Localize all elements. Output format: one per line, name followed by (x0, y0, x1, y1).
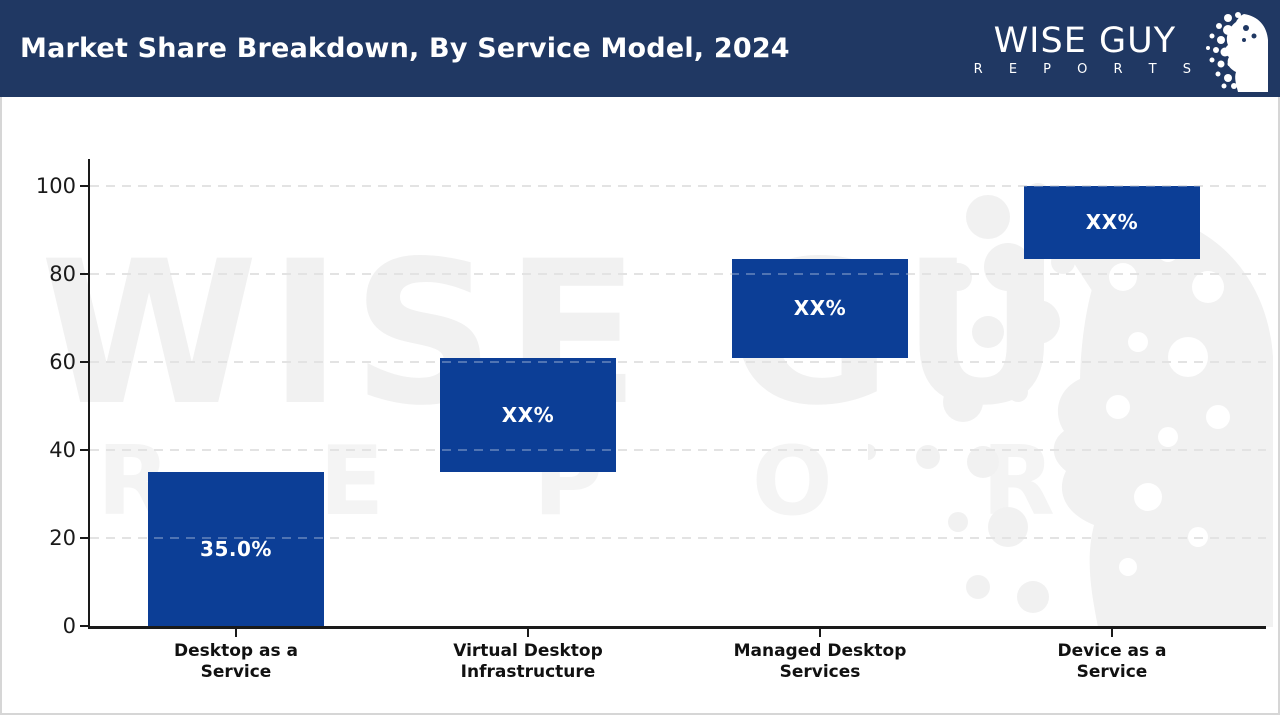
page-title: Market Share Breakdown, By Service Model… (20, 33, 790, 64)
x-tick-3 (1111, 629, 1113, 637)
logo-head-icon (1206, 12, 1268, 92)
x-category-label-0: Desktop as a Service (174, 641, 298, 682)
brand-logo: WISE GUY R E P O R T S (974, 8, 1270, 92)
bar-1: XX% (440, 357, 616, 472)
gridline-overlay-y40 (90, 449, 1266, 451)
y-tick-0 (80, 625, 88, 627)
bar-value-label: 35.0% (200, 537, 272, 561)
x-tick-1 (527, 629, 529, 637)
x-category-label-3: Device as a Service (1057, 641, 1167, 682)
y-tick-60 (80, 361, 88, 363)
bar-0: 35.0% (148, 472, 324, 626)
x-category-label-2: Managed Desktop Services (733, 641, 907, 682)
gridline-y40 (90, 449, 1266, 451)
gridline-overlay-y60 (90, 361, 1266, 363)
bar-value-label: XX% (501, 402, 555, 427)
gridline-overlay-y80 (90, 273, 1266, 275)
y-tick-100 (80, 185, 88, 187)
y-tick-20 (80, 537, 88, 539)
bar-3: XX% (1024, 186, 1200, 259)
bar-2: XX% (732, 258, 908, 358)
header-bar: Market Share Breakdown, By Service Model… (0, 0, 1280, 97)
y-tick-label-100: 100 (35, 174, 76, 198)
x-tick-0 (235, 629, 237, 637)
bar-value-label: XX% (793, 296, 847, 321)
gridline-overlay-y20 (90, 537, 1266, 539)
brand-subtitle: R E P O R T S (973, 61, 1202, 77)
chart-area: WISE GUY R E P O R T S 35.0%XX%XX%XX%020… (0, 97, 1280, 715)
gridline-y20 (90, 537, 1266, 539)
y-axis-line (88, 159, 90, 628)
bar-value-label: XX% (1085, 210, 1139, 235)
gridline-overlay-y100 (90, 185, 1266, 187)
brand-name: WISE GUY (993, 21, 1177, 61)
brand-logo-text: WISE GUY R E P O R T S (968, 22, 1202, 77)
x-axis-line (88, 626, 1266, 629)
x-category-label-1: Virtual Desktop Infrastructure (453, 641, 603, 682)
x-tick-2 (819, 629, 821, 637)
y-tick-label-60: 60 (49, 350, 76, 374)
y-tick-label-80: 80 (49, 262, 76, 286)
y-tick-label-0: 0 (62, 614, 76, 638)
y-tick-label-20: 20 (49, 526, 76, 550)
y-tick-80 (80, 273, 88, 275)
y-tick-40 (80, 449, 88, 451)
gridline-y60 (90, 361, 1266, 363)
y-tick-label-40: 40 (49, 438, 76, 462)
gridline-y100 (90, 185, 1266, 187)
gridline-y80 (90, 273, 1266, 275)
